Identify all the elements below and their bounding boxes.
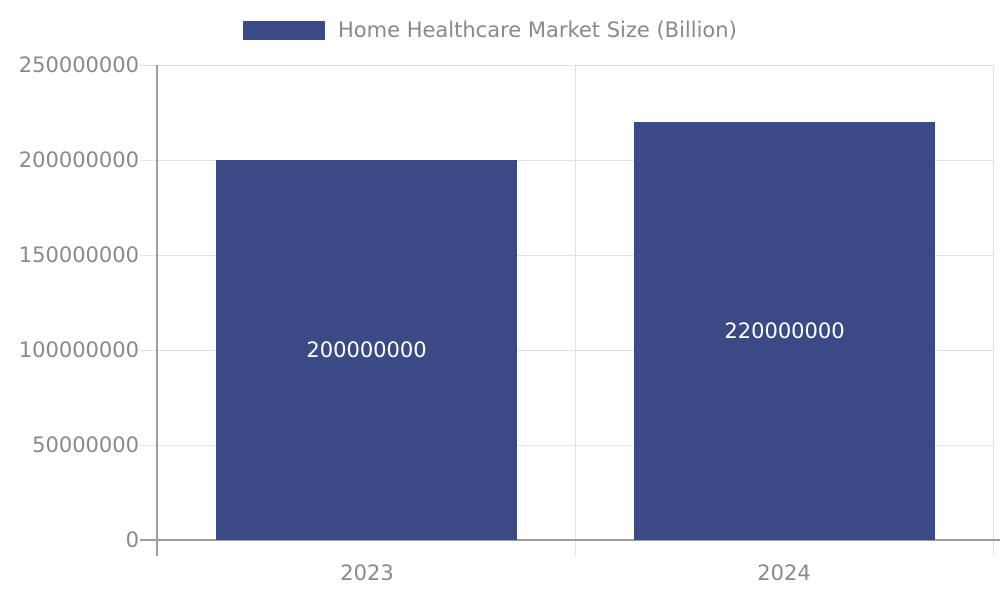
x-tick-mark <box>992 540 994 556</box>
x-tick-label-2023: 2023 <box>340 561 394 585</box>
bar-value-label-2024: 220000000 <box>724 319 845 343</box>
gridline-x-boundary <box>575 65 576 540</box>
y-axis-line <box>156 65 158 556</box>
chart-title[interactable]: Home Healthcare Market Size (Billion) <box>338 18 737 42</box>
y-tick-label: 50000000 <box>32 433 139 457</box>
y-tick-label: 0 <box>125 528 139 552</box>
x-axis-line <box>140 539 1000 541</box>
x-tick-label-2024: 2024 <box>757 561 811 585</box>
y-tick-label: 100000000 <box>18 338 139 362</box>
x-tick-mark <box>575 540 576 556</box>
bar-2023[interactable] <box>216 160 517 540</box>
y-tick-mark <box>140 159 158 161</box>
chart-legend[interactable]: Home Healthcare Market Size (Billion) <box>243 15 737 45</box>
y-tick-mark <box>140 444 158 446</box>
y-tick-mark <box>140 64 158 66</box>
y-tick-mark <box>140 349 158 351</box>
bar-value-label-2023: 200000000 <box>306 338 427 362</box>
legend-swatch[interactable] <box>243 20 325 40</box>
y-tick-label: 250000000 <box>18 53 139 77</box>
y-tick-label: 150000000 <box>18 243 139 267</box>
bar-2024[interactable] <box>634 122 935 540</box>
y-tick-label: 200000000 <box>18 148 139 172</box>
y-tick-mark <box>140 254 158 256</box>
gridline-x-boundary <box>992 65 994 540</box>
